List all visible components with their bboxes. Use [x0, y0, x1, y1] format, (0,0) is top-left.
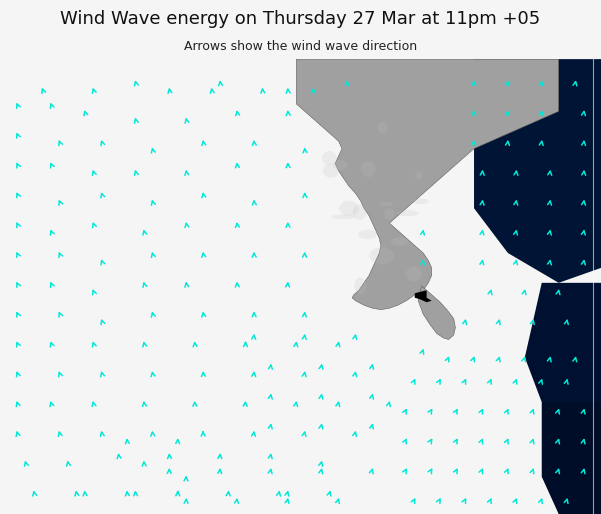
Ellipse shape — [323, 164, 340, 178]
Ellipse shape — [406, 267, 423, 281]
Ellipse shape — [415, 171, 423, 180]
Ellipse shape — [377, 122, 388, 134]
Ellipse shape — [339, 200, 359, 216]
Polygon shape — [415, 290, 432, 302]
Ellipse shape — [331, 214, 355, 219]
Text: Wind Wave energy on Thursday 27 Mar at 11pm +05: Wind Wave energy on Thursday 27 Mar at 1… — [60, 10, 541, 28]
Ellipse shape — [370, 247, 394, 264]
Polygon shape — [474, 59, 601, 283]
Ellipse shape — [353, 205, 366, 220]
Ellipse shape — [397, 210, 419, 216]
Ellipse shape — [358, 230, 377, 240]
Ellipse shape — [391, 237, 409, 246]
Ellipse shape — [413, 198, 429, 204]
Polygon shape — [525, 283, 601, 432]
Polygon shape — [296, 59, 559, 309]
Polygon shape — [542, 402, 601, 514]
Ellipse shape — [354, 278, 367, 295]
Ellipse shape — [322, 151, 337, 165]
Ellipse shape — [361, 161, 376, 177]
Ellipse shape — [379, 202, 393, 207]
Ellipse shape — [384, 209, 395, 219]
Polygon shape — [418, 286, 456, 340]
Text: Arrows show the wind wave direction: Arrows show the wind wave direction — [184, 40, 417, 52]
Ellipse shape — [333, 160, 347, 170]
